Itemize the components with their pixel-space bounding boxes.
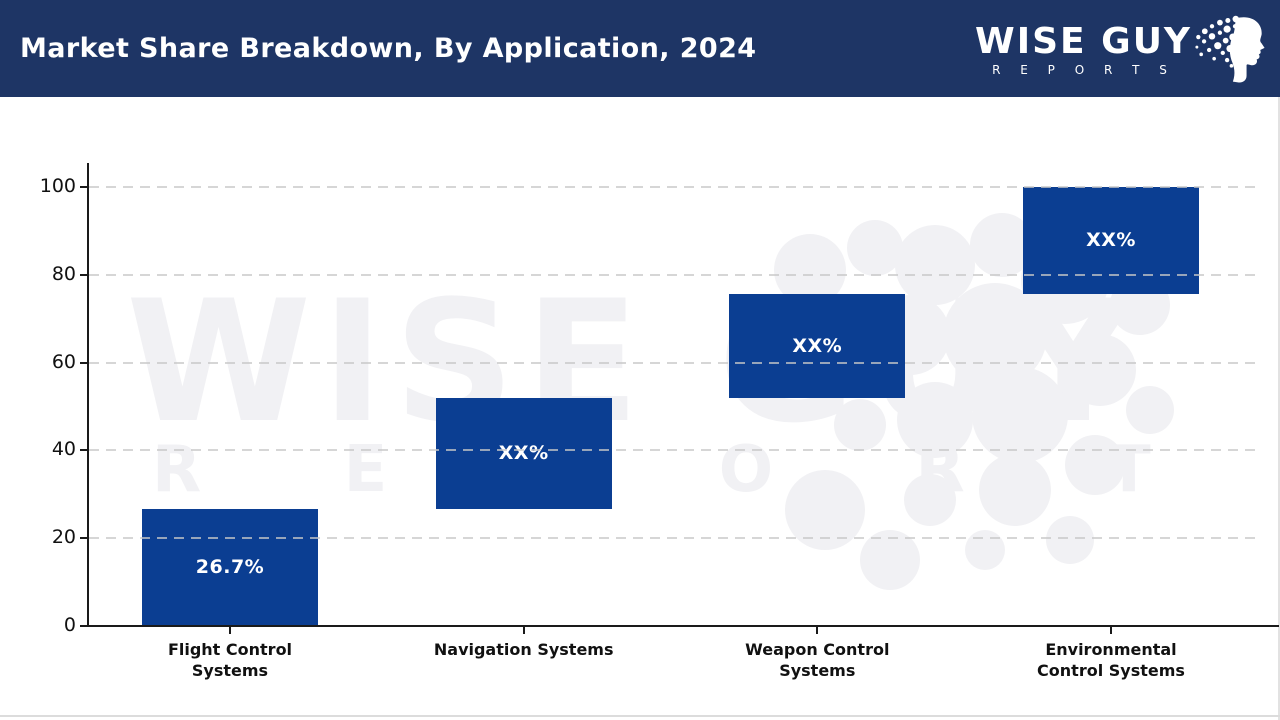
category-label-line: Navigation Systems — [433, 640, 614, 659]
category-label-line: Systems — [779, 661, 856, 680]
category-label: Navigation Systems — [394, 639, 654, 660]
category-label-line: Environmental — [1045, 640, 1177, 659]
x-tick — [816, 627, 819, 634]
y-tick — [80, 186, 88, 188]
logo-subtitle: R E P O R T S — [992, 63, 1175, 78]
header: Market Share Breakdown, By Application, … — [0, 0, 1280, 97]
gridline — [89, 537, 1256, 540]
bar-value-label: XX% — [498, 442, 549, 465]
logo-wordmark: WISE GUY — [974, 20, 1192, 62]
x-axis-line — [87, 625, 1279, 627]
x-tick — [229, 627, 231, 634]
category-label-line: Control Systems — [1037, 661, 1185, 680]
x-tick — [1110, 627, 1112, 634]
y-tick — [80, 361, 88, 364]
category-label-line: Systems — [191, 661, 269, 680]
bar: XX% — [1023, 187, 1199, 294]
x-tick — [522, 627, 525, 634]
category-label: Weapon Control Systems — [687, 639, 947, 681]
figure-right-border — [1278, 97, 1280, 720]
y-tick — [80, 449, 88, 452]
category-label: Environmental Control Systems — [981, 639, 1241, 681]
bar: 26.7% — [142, 508, 318, 626]
chart-title: Market Share Breakdown, By Application, … — [20, 33, 757, 64]
logo-text: WISE GUY R E P O R T S — [974, 20, 1192, 78]
logo-head-icon — [1195, 15, 1265, 83]
y-tick — [80, 537, 88, 540]
bar-value-label: XX% — [792, 334, 843, 357]
category-label: Flight Control Systems — [100, 639, 360, 681]
y-tick-label: 100 — [39, 175, 76, 197]
bar: XX% — [729, 293, 906, 398]
gridline — [89, 273, 1256, 276]
y-tick-label: 0 — [63, 614, 76, 636]
y-axis-line — [87, 163, 89, 626]
gridline — [89, 449, 1256, 452]
bar: XX% — [435, 397, 612, 509]
category-label-line: Weapon Control — [745, 640, 890, 659]
y-tick — [80, 273, 88, 276]
y-tick-label: 20 — [51, 526, 76, 549]
y-tick-label: 40 — [51, 438, 76, 461]
y-tick — [80, 625, 88, 627]
gridline — [89, 186, 1256, 188]
bar-value-label: XX% — [1086, 229, 1136, 252]
figure-bottom-border — [0, 715, 1280, 717]
bar-value-label: 26.7% — [195, 556, 265, 579]
y-tick-label: 60 — [51, 350, 76, 373]
category-label-line: Flight Control — [167, 640, 293, 659]
gridline — [89, 361, 1256, 364]
wise-guy-logo: WISE GUY R E P O R T S — [975, 10, 1266, 90]
y-tick-label: 80 — [51, 262, 76, 285]
